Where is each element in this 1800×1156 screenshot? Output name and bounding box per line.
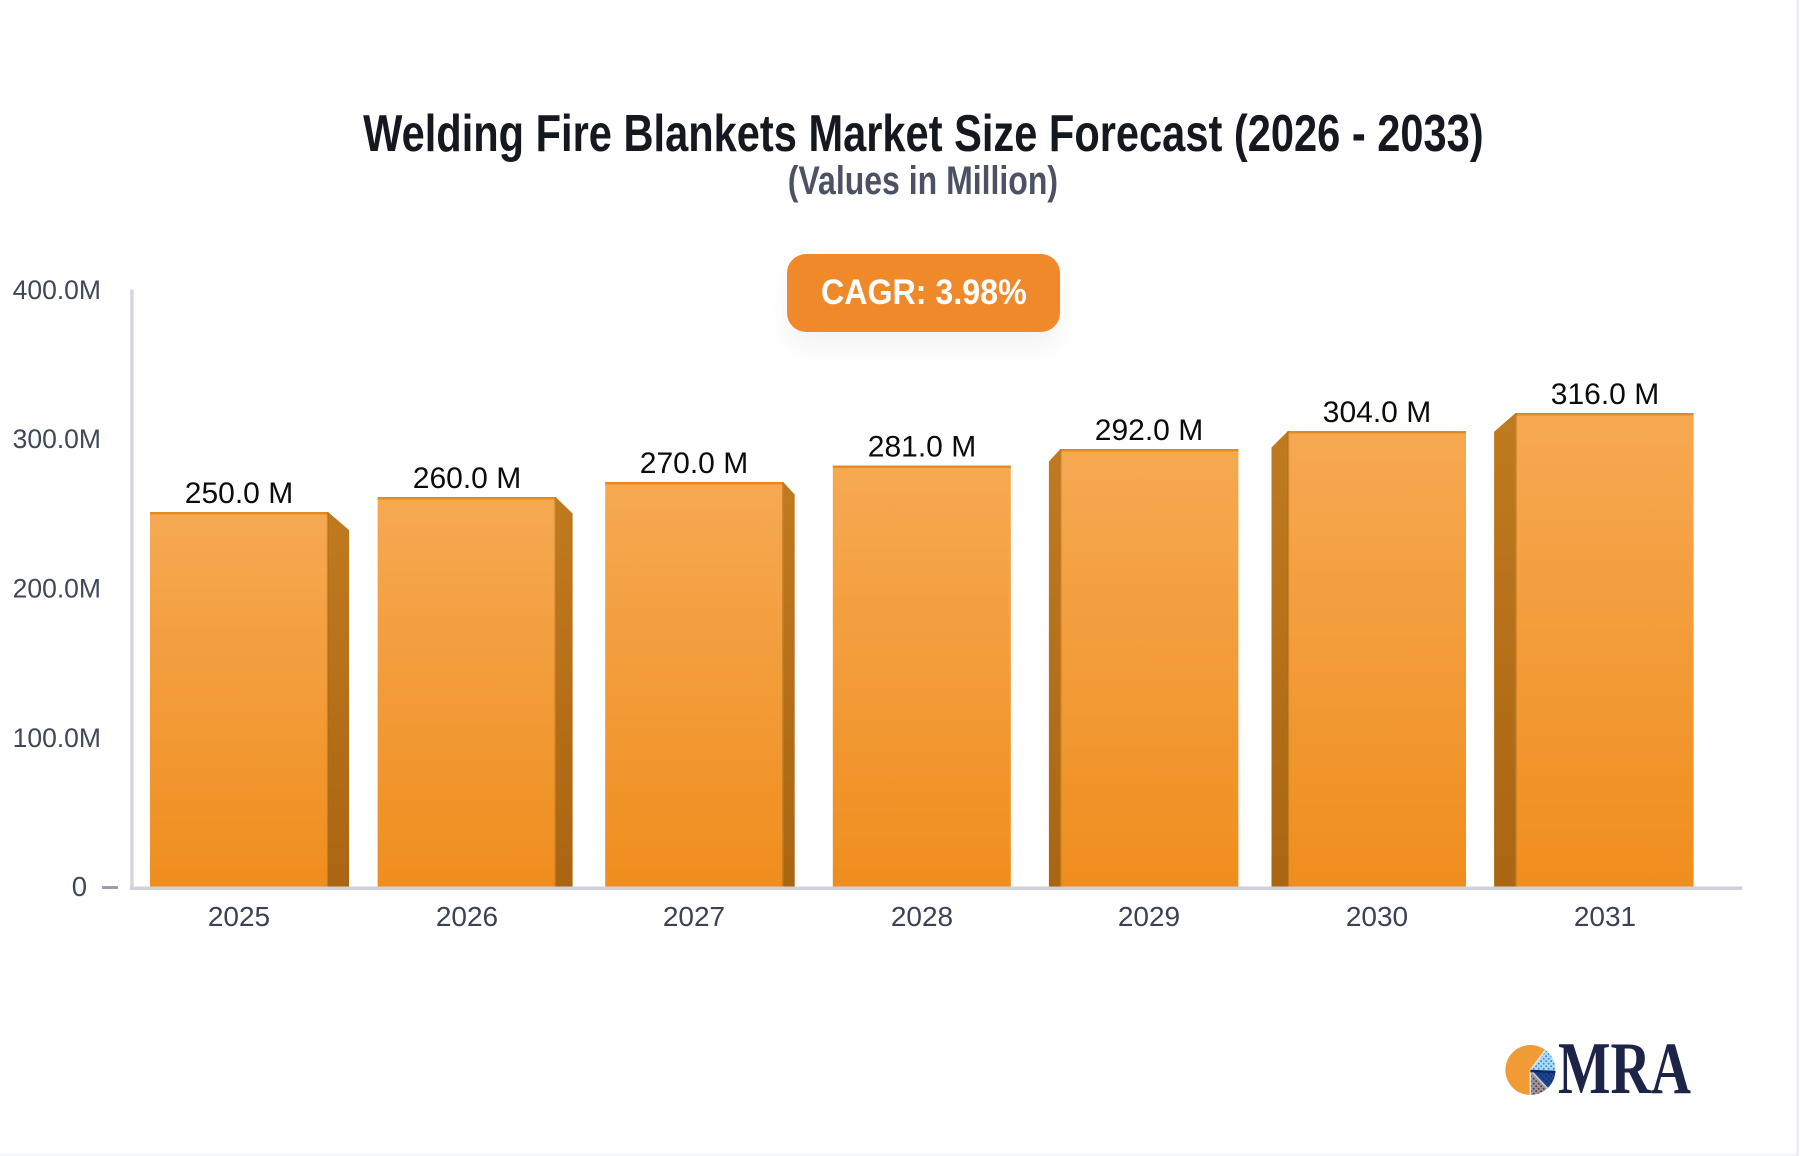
svg-text:2029: 2029 (1118, 901, 1180, 932)
svg-text:2031: 2031 (1574, 901, 1636, 932)
svg-text:2028: 2028 (891, 901, 953, 932)
svg-text:MRA: MRA (1558, 1029, 1691, 1110)
svg-text:304.0 M: 304.0 M (1323, 396, 1431, 429)
svg-text:200.0M: 200.0M (13, 574, 101, 604)
svg-text:400.0M: 400.0M (13, 275, 101, 305)
svg-text:250.0 M: 250.0 M (185, 477, 293, 510)
svg-text:2030: 2030 (1346, 901, 1408, 932)
svg-text:300.0M: 300.0M (13, 424, 101, 454)
svg-text:2025: 2025 (208, 901, 270, 932)
svg-text:292.0 M: 292.0 M (1095, 414, 1203, 447)
svg-text:316.0 M: 316.0 M (1551, 378, 1659, 411)
svg-text:2026: 2026 (436, 901, 498, 932)
svg-text:270.0 M: 270.0 M (640, 447, 748, 480)
svg-text:281.0 M: 281.0 M (868, 431, 976, 464)
svg-text:100.0M: 100.0M (13, 723, 101, 753)
svg-text:260.0 M: 260.0 M (413, 462, 521, 495)
svg-text:2027: 2027 (663, 901, 725, 932)
svg-text:0: 0 (72, 871, 87, 902)
